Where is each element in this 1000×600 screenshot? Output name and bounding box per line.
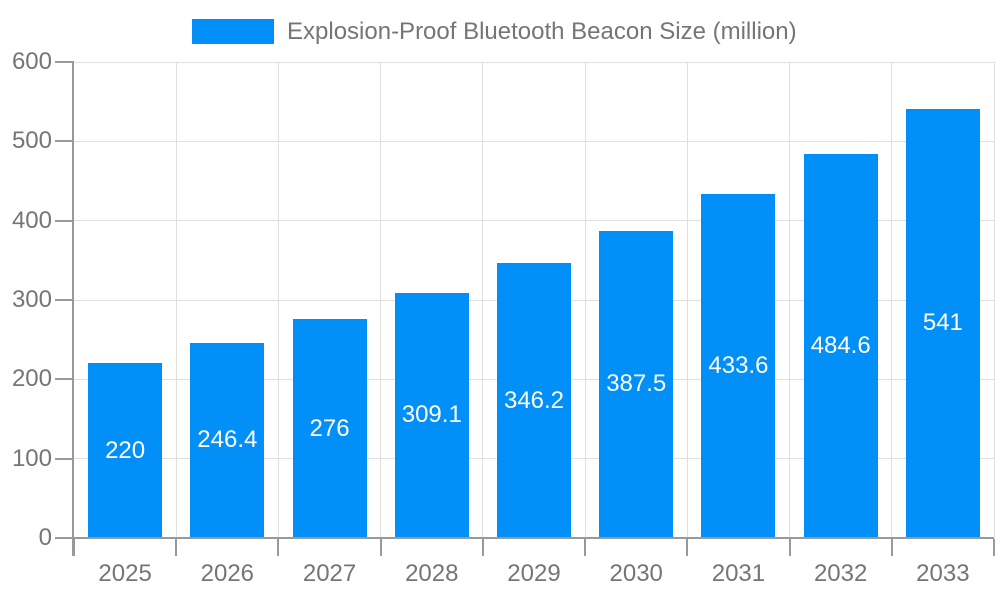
x-tick-mark: [379, 539, 382, 556]
bar-value-label: 220: [105, 436, 146, 464]
x-axis-tick-label: 2031: [711, 560, 766, 587]
x-axis-tick-label: 2029: [507, 560, 561, 587]
x-tick-mark: [175, 539, 178, 556]
y-tick-mark: [55, 140, 74, 143]
v-gridline: [686, 62, 688, 538]
x-axis-tick-label: 2032: [813, 560, 868, 587]
y-tick-mark: [55, 537, 74, 539]
x-tick-mark: [277, 539, 280, 556]
bar-2025: 220: [88, 363, 163, 538]
y-axis-tick-label: 400: [11, 206, 52, 234]
h-gridline: [74, 220, 994, 222]
x-axis-tick-label: 2030: [609, 560, 663, 587]
bar-value-label: 246.4: [197, 426, 258, 454]
y-tick-mark: [55, 61, 74, 63]
plot-area: 220 246.4 276 309.1 346.2 387.5 433.6 484.6 541: [74, 61, 995, 538]
bar-value-label: 387.5: [606, 370, 667, 398]
y-axis-tick-label: 0: [38, 524, 52, 551]
bar-2030: 387.5: [599, 230, 674, 538]
v-gridline: [891, 62, 893, 538]
y-axis-tick-label: 600: [11, 48, 52, 75]
x-tick-mark: [993, 539, 995, 556]
x-tick-mark: [73, 539, 75, 556]
x-tick-mark: [686, 539, 689, 556]
v-gridline: [380, 62, 382, 538]
x-axis-tick-label: 2025: [98, 560, 152, 587]
bar-value-label: 484.6: [810, 331, 871, 359]
y-axis-tick-label: 500: [11, 127, 52, 155]
v-gridline: [482, 62, 484, 538]
x-tick-mark: [788, 539, 791, 556]
bar-value-label: 346.2: [503, 386, 565, 414]
y-axis-tick-label: 100: [11, 444, 52, 472]
bar-2032: 484.6: [803, 153, 878, 538]
h-gridline: [74, 140, 994, 142]
bar-2031: 433.6: [701, 194, 776, 538]
bar-value-label: 541: [922, 309, 963, 337]
y-axis-line: [72, 62, 74, 556]
y-tick-mark: [55, 378, 74, 381]
x-axis-line: [72, 537, 994, 539]
bar-2033: 541: [905, 108, 980, 538]
bar-value-label: 276: [309, 414, 350, 442]
h-gridline: [74, 61, 994, 63]
y-tick-mark: [55, 457, 74, 460]
x-axis-tick-label: 2033: [916, 560, 970, 587]
x-axis-tick-label: 2026: [200, 560, 255, 587]
x-axis-tick-label: 2027: [302, 560, 357, 587]
chart-legend: Explosion-Proof Bluetooth Beacon Size (m…: [192, 19, 797, 44]
bar-2026: 246.4: [190, 342, 265, 538]
legend-label: Explosion-Proof Bluetooth Beacon Size (m…: [287, 18, 797, 45]
v-gridline: [789, 62, 791, 538]
y-tick-mark: [55, 219, 74, 222]
bar-2028: 309.1: [394, 292, 469, 538]
y-axis-tick-label: 200: [11, 365, 52, 393]
v-gridline: [584, 62, 586, 538]
legend-swatch: [192, 19, 274, 44]
bar-value-label: 309.1: [401, 401, 462, 429]
x-tick-mark: [890, 539, 893, 556]
bar-2027: 276: [292, 319, 367, 538]
v-gridline: [277, 62, 279, 538]
v-gridline: [175, 62, 177, 538]
bar-2029: 346.2: [497, 263, 571, 538]
x-axis-tick-label: 2028: [405, 560, 459, 587]
y-axis-tick-label: 300: [11, 286, 52, 313]
y-tick-mark: [55, 299, 74, 301]
bar-value-label: 433.6: [708, 352, 769, 379]
x-tick-mark: [481, 539, 484, 556]
x-tick-mark: [584, 539, 587, 556]
v-gridline: [993, 62, 995, 538]
